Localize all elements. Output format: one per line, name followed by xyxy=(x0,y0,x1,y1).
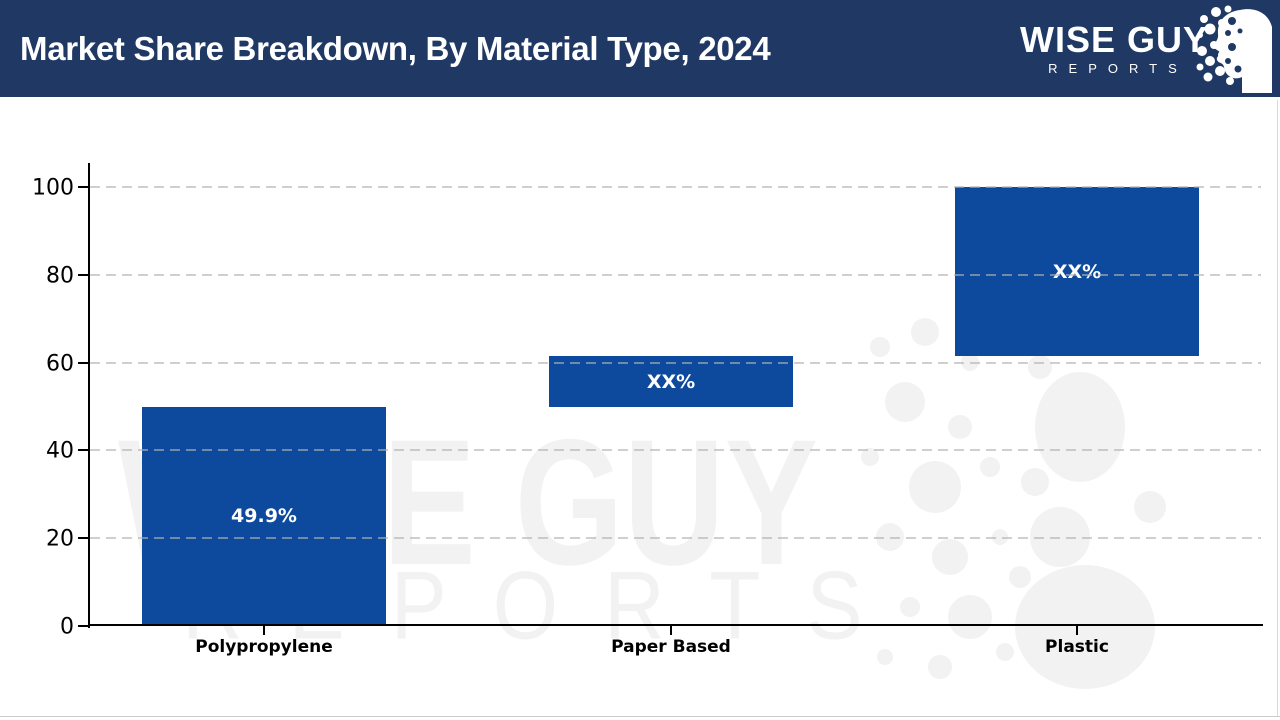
bar-plastic: XX% xyxy=(955,187,1199,357)
gridline-20 xyxy=(90,537,1261,540)
logo-head-profile-icon xyxy=(1196,5,1272,93)
bar-value-label: 49.9% xyxy=(231,505,297,528)
category-label-plastic: Plastic xyxy=(1045,637,1109,657)
y-tick-mark-20 xyxy=(78,537,88,540)
y-tick-mark-60 xyxy=(78,361,88,364)
y-tick-mark-40 xyxy=(78,449,88,452)
logo-name: WISE GUY xyxy=(1019,19,1208,60)
y-tick-label-0: 0 xyxy=(60,614,74,640)
y-tick-mark-100 xyxy=(78,186,88,188)
y-tick-label-40: 40 xyxy=(46,438,74,464)
y-tick-mark-80 xyxy=(78,273,88,276)
x-tick-mark-1 xyxy=(263,626,265,635)
logo-text: WISE GUY REPORTS xyxy=(1019,19,1208,76)
x-tick-mark-2 xyxy=(670,626,672,635)
y-axis xyxy=(88,163,90,628)
x-axis xyxy=(88,624,1263,626)
bar-value-label: XX% xyxy=(646,370,696,393)
gridline-80 xyxy=(90,273,1261,276)
plot-area: 0 20 40 60 80 100 49.9% Polypropylene XX% Paper B… xyxy=(32,163,1263,657)
x-tick-mark-3 xyxy=(1076,626,1078,635)
y-tick-label-60: 60 xyxy=(46,351,74,377)
gridline-60 xyxy=(90,361,1261,364)
category-label-paper-based: Paper Based xyxy=(611,637,731,657)
bar-polypropylene: 49.9% xyxy=(142,406,386,626)
logo-subname: REPORTS xyxy=(1048,61,1188,76)
y-tick-label-20: 20 xyxy=(46,526,74,552)
y-tick-mark-0 xyxy=(78,625,88,627)
bar-value-label: XX% xyxy=(1052,260,1102,283)
gridline-40 xyxy=(90,449,1261,452)
bar-paper-based: XX% xyxy=(549,356,793,407)
page-bottom-border xyxy=(0,716,1280,717)
page-right-border xyxy=(1277,100,1278,716)
wise-guy-logo: WISE GUY REPORTS xyxy=(1020,0,1274,97)
y-tick-label-80: 80 xyxy=(46,263,74,289)
gridline-100 xyxy=(90,186,1261,188)
y-tick-label-100: 100 xyxy=(32,175,74,201)
header-bar: Market Share Breakdown, By Material Type… xyxy=(0,0,1280,97)
category-label-polypropylene: Polypropylene xyxy=(195,637,333,657)
page-title: Market Share Breakdown, By Material Type… xyxy=(20,29,771,67)
